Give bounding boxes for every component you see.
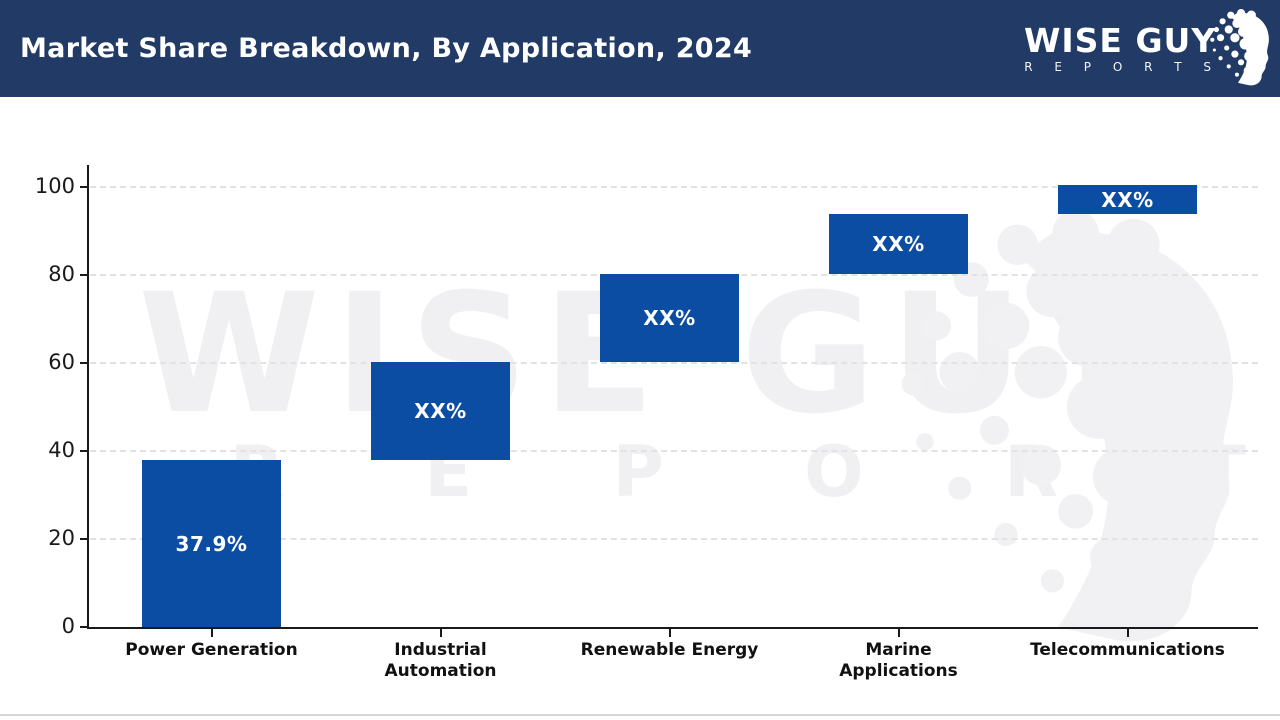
y-tick-40	[80, 450, 88, 452]
y-tick-label-60: 60	[48, 350, 75, 374]
y-tick-label-100: 100	[34, 174, 75, 198]
bar-marine-applications: XX%	[829, 213, 968, 275]
x-tick-marine-applications	[897, 629, 900, 637]
y-tick-label-20: 20	[48, 526, 75, 550]
y-tick-label-40: 40	[48, 438, 75, 462]
bar-value-label-renewable-energy: XX%	[643, 306, 696, 331]
bar-value-label-marine-applications: XX%	[872, 231, 925, 256]
y-tick-label-80: 80	[48, 262, 75, 286]
brand-subtitle: R E P O R T S	[1024, 60, 1220, 74]
y-tick-20	[80, 538, 88, 540]
bar-power-generation: 37.9%	[142, 460, 281, 627]
gridline-y-60	[90, 362, 1258, 364]
y-axis	[87, 165, 89, 629]
bar-value-label-telecommunications: XX%	[1101, 187, 1154, 212]
x-tick-label-marine-applications: Marine Applications	[839, 640, 958, 682]
bottom-rule	[0, 714, 1280, 716]
y-tick-label-0: 0	[61, 614, 75, 638]
bar-industrial-automation: XX%	[371, 362, 510, 461]
x-tick-label-industrial-automation: Industrial Automation	[384, 640, 497, 682]
y-tick-60	[80, 362, 88, 364]
bar-telecommunications: XX%	[1058, 185, 1197, 214]
brand-name: WISE GUY	[1023, 21, 1217, 60]
bar-renewable-energy: XX%	[600, 274, 739, 363]
x-tick-industrial-automation	[439, 629, 442, 637]
bar-value-label-industrial-automation: XX%	[414, 399, 467, 424]
x-tick-label-power-generation: Power Generation	[125, 640, 298, 660]
x-tick-power-generation	[210, 629, 213, 637]
x-tick-label-renewable-energy: Renewable Energy	[580, 640, 759, 660]
bar-value-label-power-generation: 37.9%	[175, 531, 248, 556]
page-title: Market Share Breakdown, By Application, …	[20, 33, 753, 64]
gridline-y-40	[90, 450, 1258, 452]
brand-logo-text: WISE GUY R E P O R T S	[1020, 24, 1220, 74]
gridline-y-100	[90, 186, 1258, 188]
y-tick-80	[80, 274, 88, 276]
x-tick-renewable-energy	[668, 629, 671, 637]
x-tick-label-telecommunications: Telecommunications	[1030, 640, 1225, 660]
gridline-y-20	[90, 538, 1258, 540]
x-tick-telecommunications	[1126, 629, 1129, 637]
y-tick-0	[80, 626, 88, 628]
y-tick-100	[80, 186, 88, 188]
header-band: Market Share Breakdown, By Application, …	[0, 0, 1280, 97]
brand-logo: WISE GUY R E P O R T S	[1020, 8, 1272, 90]
x-axis	[87, 627, 1258, 629]
